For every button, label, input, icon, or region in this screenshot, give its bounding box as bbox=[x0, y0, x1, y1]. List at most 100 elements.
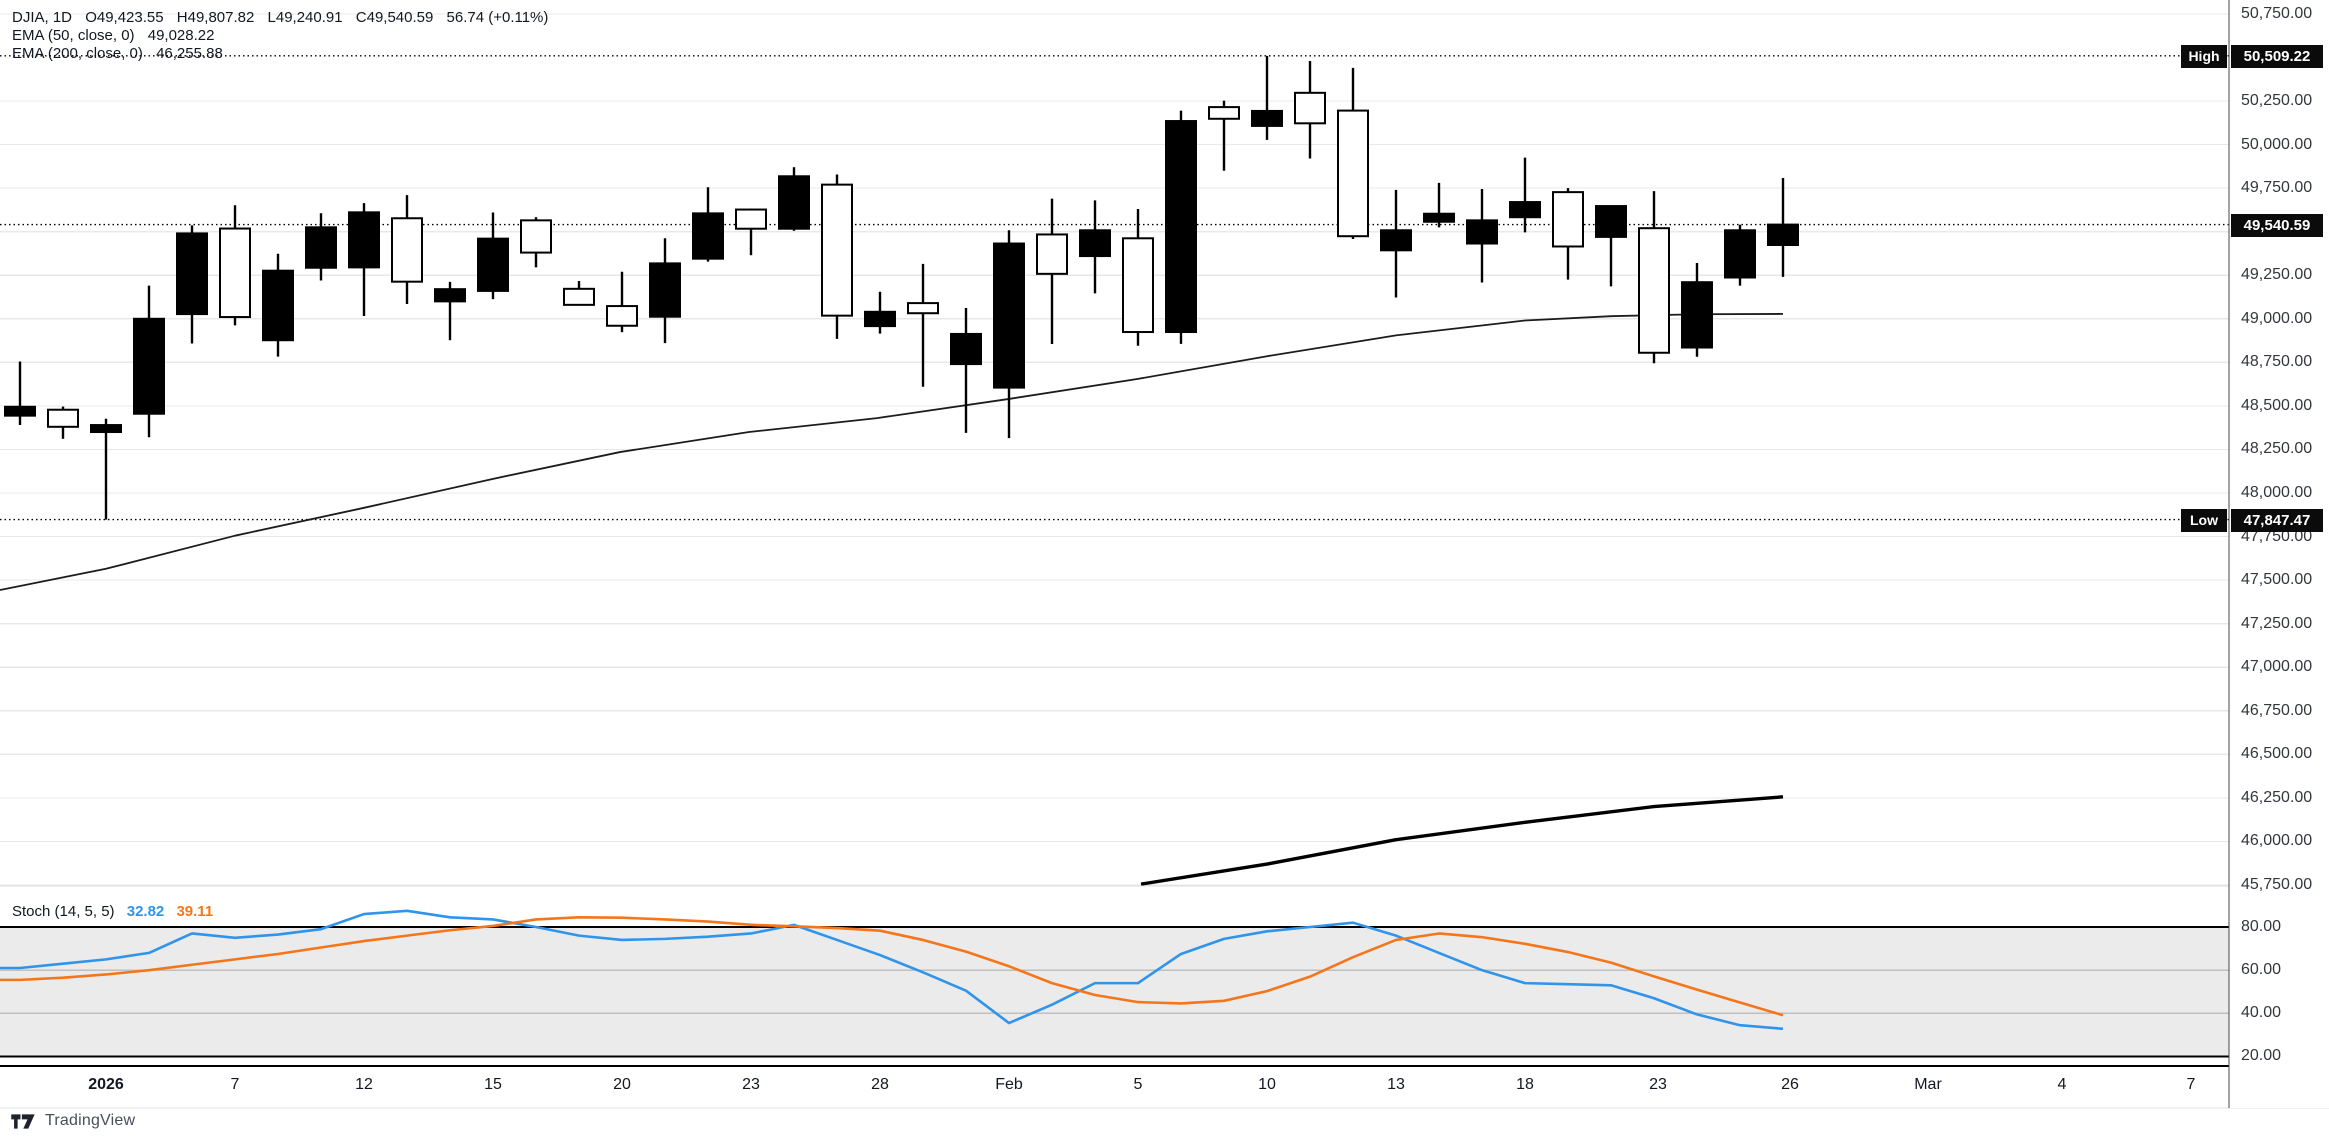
time-axis-label: 12 bbox=[355, 1076, 373, 1093]
time-axis-label: 15 bbox=[484, 1076, 502, 1093]
price-axis-label: 50,250.00 bbox=[2241, 92, 2313, 109]
stoch-d-line bbox=[0, 915, 1784, 1017]
low-price-badge: 47,847.47 bbox=[2231, 508, 2323, 532]
stoch-axis-label: 60.00 bbox=[2241, 961, 2282, 979]
candle-body bbox=[1466, 219, 1498, 245]
price-axis-label: 46,000.00 bbox=[2241, 832, 2313, 850]
ohlc-change: 56.74 (+0.11%) bbox=[446, 9, 549, 26]
ema50-line bbox=[0, 313, 1784, 591]
ohlc-low: L49,240.91 bbox=[267, 9, 343, 26]
candle-body bbox=[1552, 191, 1584, 248]
time-axis-label: 7 bbox=[2186, 1076, 2196, 1093]
candle-body bbox=[563, 287, 595, 306]
candle-body bbox=[1079, 229, 1111, 258]
stoch-k-value: 32.82 bbox=[126, 903, 165, 920]
stoch-legend[interactable]: Stoch (14, 5, 5) 32.82 39.11 bbox=[12, 903, 221, 920]
time-axis-label: 7 bbox=[230, 1076, 240, 1093]
low-line-tag: Low bbox=[2181, 508, 2227, 532]
price-axis-label: 46,250.00 bbox=[2241, 788, 2313, 806]
candle-body bbox=[90, 424, 122, 434]
candle-body bbox=[993, 242, 1025, 389]
candle-body bbox=[262, 269, 294, 342]
price-axis-label: 49,000.00 bbox=[2241, 309, 2313, 327]
symbol-title: DJIA, 1D bbox=[12, 9, 73, 26]
price-axis-label: 49,750.00 bbox=[2241, 179, 2313, 197]
candle-body bbox=[477, 237, 509, 292]
ema200-value: 46,255.88 bbox=[156, 45, 223, 62]
time-axis-label: Feb bbox=[995, 1076, 1023, 1093]
candle-body bbox=[778, 175, 810, 230]
price-axis-label: 48,000.00 bbox=[2241, 484, 2313, 501]
ema50-label: EMA (50, close, 0) bbox=[12, 27, 135, 44]
candle-body bbox=[4, 405, 36, 417]
stoch-axis-label: 40.00 bbox=[2241, 1004, 2282, 1022]
candle-body bbox=[735, 208, 767, 230]
candle-body bbox=[1337, 109, 1369, 238]
last-price-badge: 49,540.59 bbox=[2231, 213, 2323, 237]
candle-body bbox=[864, 310, 896, 328]
candle-body bbox=[1036, 233, 1068, 275]
price-axis-label: 47,750.00 bbox=[2241, 527, 2313, 545]
candle-body bbox=[606, 305, 638, 327]
time-axis-label: 23 bbox=[742, 1076, 760, 1093]
time-axis-label: 20 bbox=[613, 1076, 631, 1093]
time-axis-label: 5 bbox=[1133, 1076, 1143, 1093]
high-line-tag: High bbox=[2181, 44, 2227, 68]
candle-body bbox=[348, 211, 380, 269]
candle-body bbox=[1251, 109, 1283, 127]
time-axis-label: 28 bbox=[871, 1076, 889, 1093]
candle-body bbox=[649, 262, 681, 318]
time-axis[interactable]: 2026 7 12 15 20 23 28 Feb 5 10 13 18 23 26 Mar 4 7 bbox=[0, 1067, 2229, 1108]
symbol-legend[interactable]: DJIA, 1D O49,423.55 H49,807.82 L49,240.9… bbox=[12, 9, 557, 63]
ema200-label: EMA (200, close, 0) bbox=[12, 45, 143, 62]
ohlc-open: O49,423.55 bbox=[85, 9, 164, 26]
stoch-axis-label: 20.00 bbox=[2241, 1047, 2282, 1065]
candle-body bbox=[1423, 212, 1455, 223]
tradingview-brand-text: TradingView bbox=[45, 1112, 136, 1129]
candle-body bbox=[47, 408, 79, 428]
price-axis-label: 48,750.00 bbox=[2241, 353, 2313, 371]
candle-body bbox=[1122, 237, 1154, 334]
candle-body bbox=[1208, 106, 1240, 120]
candle-body bbox=[1595, 205, 1627, 238]
candle-body bbox=[692, 212, 724, 260]
price-axis-label: 46,500.00 bbox=[2241, 745, 2313, 763]
stoch-k-line bbox=[0, 909, 1784, 1031]
candle-body bbox=[950, 332, 982, 366]
time-axis-label: 13 bbox=[1387, 1076, 1405, 1093]
price-axis-label: 48,500.00 bbox=[2241, 396, 2313, 414]
time-axis-label: 18 bbox=[1516, 1076, 1534, 1093]
price-axis[interactable]: 50,750.00 50,250.00 50,000.00 49,750.00 49,2… bbox=[2230, 0, 2329, 1108]
price-axis-label: 47,250.00 bbox=[2241, 614, 2313, 632]
price-axis-label: 46,750.00 bbox=[2241, 701, 2313, 719]
price-axis-label: 47,500.00 bbox=[2241, 571, 2313, 589]
time-axis-label: Mar bbox=[1914, 1076, 1942, 1093]
candle-body bbox=[219, 227, 251, 319]
time-axis-label: 4 bbox=[2057, 1076, 2067, 1093]
time-axis-label: 2026 bbox=[88, 1076, 124, 1093]
price-axis-label: 47,000.00 bbox=[2241, 658, 2313, 676]
price-axis-label: 50,000.00 bbox=[2241, 135, 2313, 153]
stoch-axis-label: 80.00 bbox=[2241, 918, 2282, 935]
candle-body bbox=[133, 317, 165, 415]
price-axis-label: 50,750.00 bbox=[2241, 4, 2313, 22]
candle-body bbox=[434, 288, 466, 303]
candle-body bbox=[1767, 223, 1799, 246]
candle-body bbox=[1294, 91, 1326, 125]
ohlc-high: H49,807.82 bbox=[176, 9, 255, 26]
price-axis-label: 45,750.00 bbox=[2241, 876, 2313, 893]
candle-body bbox=[176, 232, 208, 316]
tradingview-icon bbox=[11, 1113, 35, 1129]
time-axis-label: 23 bbox=[1649, 1076, 1667, 1093]
ema50-value: 49,028.22 bbox=[147, 27, 215, 44]
candle-body bbox=[1165, 120, 1197, 334]
candle-body bbox=[1638, 227, 1670, 354]
price-axis-label: 48,250.00 bbox=[2241, 440, 2313, 458]
ohlc-close: C49,540.59 bbox=[355, 9, 434, 26]
tradingview-logo[interactable]: TradingView bbox=[11, 1112, 135, 1130]
candle-body bbox=[305, 226, 337, 269]
stoch-band bbox=[0, 927, 2229, 1057]
candle-body bbox=[520, 219, 552, 254]
